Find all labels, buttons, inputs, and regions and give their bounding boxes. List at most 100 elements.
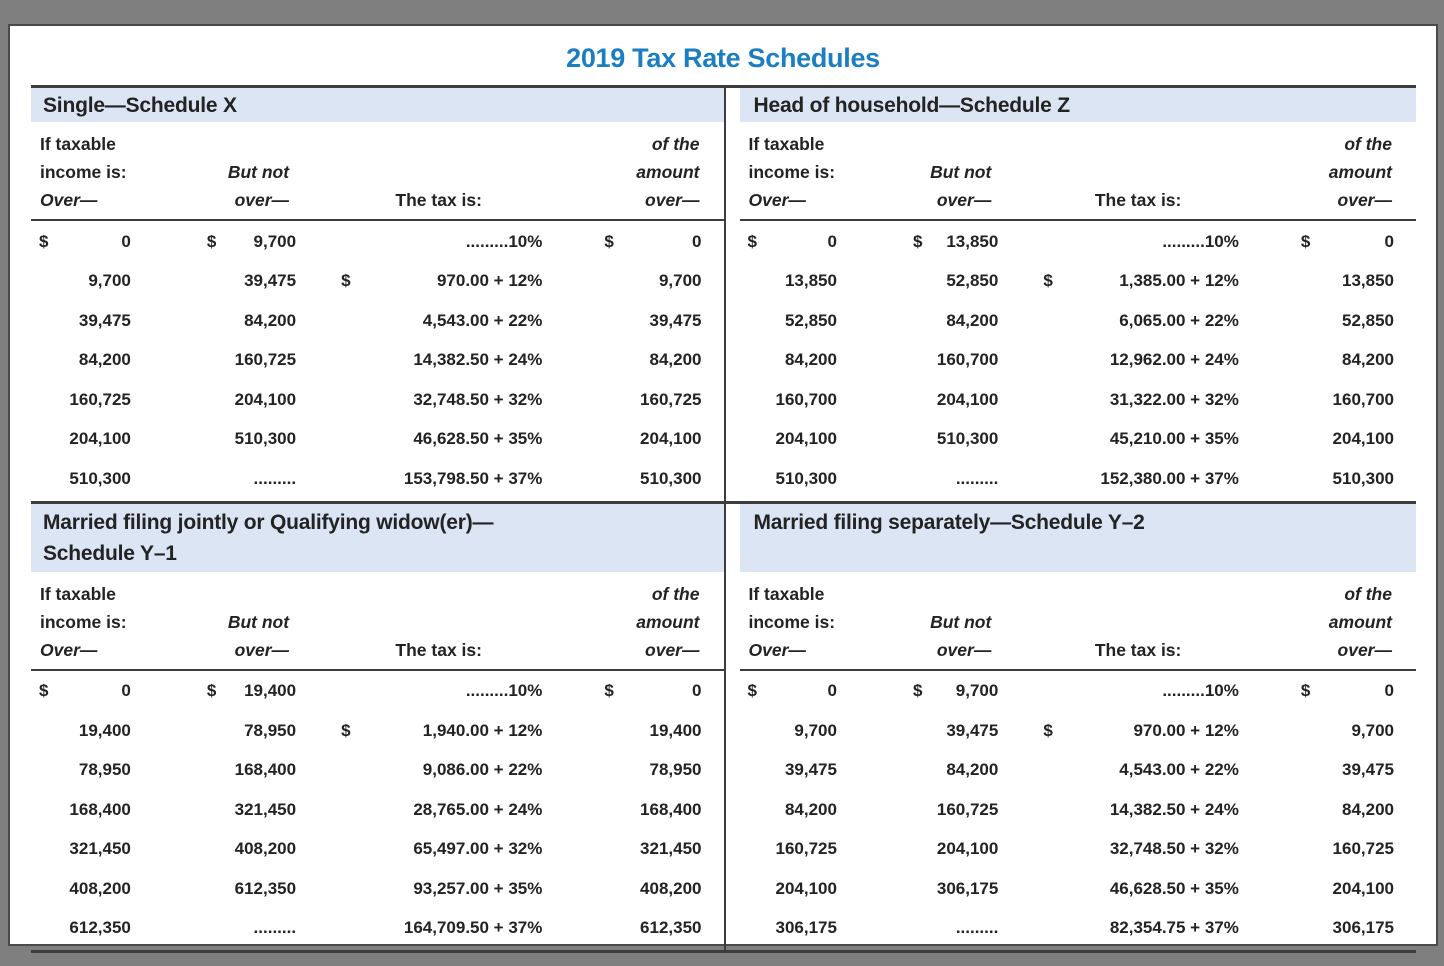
header-if-taxable-income: If taxable income is: Over— [740, 130, 841, 214]
bracket-value: 160,725 [775, 839, 837, 859]
bracket-value: 0 [1384, 231, 1394, 251]
bracket-value: .........10% [465, 681, 543, 701]
schedule-single: Single—Schedule X If taxable income is: … [31, 88, 724, 501]
tax-bracket-row: $0 $19,400 .........10% $0 [31, 672, 724, 712]
column-headers: If taxable income is: Over— But not over… [739, 572, 1416, 671]
header-income-label: If taxable income is: [40, 583, 127, 632]
bracket-cell: 39,475 [841, 721, 1003, 741]
bracket-cell: 84,200 [31, 350, 135, 370]
bracket-value: 510,300 [69, 468, 131, 488]
bracket-value: 9,700 [794, 720, 837, 740]
bracket-cell: 19,400 [550, 721, 723, 741]
bracket-value: 93,257.00 + 35% [413, 878, 543, 898]
bracket-cell: 408,200 [31, 879, 135, 899]
bracket-cell: 510,300 [1247, 469, 1416, 489]
dollar-sign: $ [341, 720, 351, 740]
bracket-cell: 39,475 [550, 311, 723, 331]
bracket-cell: $970.00 + 12% [1003, 721, 1247, 741]
bracket-cell: 9,700 [550, 271, 723, 291]
bracket-value: 19,400 [649, 720, 702, 740]
document-page: 2019 Tax Rate Schedules Single—Schedule … [8, 24, 1438, 953]
bracket-value: 970.00 + 12% [436, 271, 543, 291]
bracket-value: 9,086.00 + 22% [422, 760, 543, 780]
header-but-not-over: But not over— [930, 611, 992, 660]
bracket-cell: 612,350 [550, 918, 723, 938]
dollar-sign: $ [912, 681, 923, 701]
bracket-value: 32,748.50 + 32% [1109, 839, 1239, 859]
bracket-cell: 9,086.00 + 22% [301, 760, 550, 780]
tax-bracket-row: 160,725 204,100 32,748.50 + 32% 160,725 [740, 830, 1417, 870]
bracket-value: 9,700 [253, 231, 297, 251]
bracket-cell: $0 [1247, 232, 1416, 252]
bracket-cell: $970.00 + 12% [301, 271, 550, 291]
bracket-rows: $0 $9,700 .........10% $0 9,700 39,475 $970.00… [740, 671, 1417, 951]
bracket-cell: 39,475 [135, 271, 301, 291]
tax-bracket-row: 9,700 39,475 $970.00 + 12% 9,700 [31, 262, 724, 302]
bracket-value: 160,725 [640, 389, 702, 409]
bracket-value: 84,200 [946, 310, 999, 330]
bracket-value: 84,200 [784, 799, 837, 819]
bracket-value: 12,962.00 + 24% [1109, 350, 1239, 370]
bracket-value: 78,950 [649, 760, 702, 780]
schedule-grid: Single—Schedule X If taxable income is: … [31, 88, 1416, 950]
bracket-cell: $9,700 [135, 232, 301, 252]
bracket-value: 14,382.50 + 24% [1109, 799, 1239, 819]
bracket-value: 1,385.00 + 12% [1119, 271, 1239, 291]
bracket-cell: $0 [550, 232, 723, 252]
bracket-value: 65,497.00 + 32% [413, 839, 543, 859]
bracket-value: 153,798.50 + 37% [403, 468, 543, 488]
column-headers: If taxable income is: Over— But not over… [31, 572, 724, 671]
bracket-value: 204,100 [1332, 429, 1394, 449]
bracket-cell: 32,748.50 + 32% [301, 390, 550, 410]
bracket-value: 78,950 [78, 760, 131, 780]
bracket-cell: $0 [740, 232, 841, 252]
bracket-cell: ......... [135, 469, 301, 489]
header-if-taxable-income: If taxable income is: Over— [31, 130, 135, 214]
dollar-sign: $ [1300, 231, 1311, 251]
bracket-value: 9,700 [88, 271, 131, 291]
schedule-title-band: Head of household—Schedule Z [739, 88, 1416, 122]
bracket-value: 510,300 [775, 468, 837, 488]
bracket-cell: 52,850 [740, 311, 841, 331]
header-if-taxable-income: If taxable income is: Over— [740, 580, 841, 664]
bracket-rows: $0 $13,850 .........10% $0 13,850 52,850 $1,38… [740, 221, 1417, 501]
bracket-value: 612,350 [234, 878, 297, 898]
dollar-sign: $ [341, 271, 351, 291]
bracket-cell: 164,709.50 + 37% [301, 918, 550, 938]
bracket-cell: 52,850 [841, 271, 1003, 291]
bracket-value: ......... [253, 918, 297, 938]
column-headers: If taxable income is: Over— But not over… [739, 122, 1416, 221]
tax-bracket-row: 204,100 510,300 46,628.50 + 35% 204,100 [31, 420, 724, 460]
bracket-cell: 612,350 [31, 918, 135, 938]
bracket-cell: 168,400 [550, 800, 723, 820]
bracket-value: 84,200 [784, 350, 837, 370]
bracket-cell: 45,210.00 + 35% [1003, 429, 1247, 449]
bracket-value: 510,300 [936, 429, 999, 449]
bracket-cell: 14,382.50 + 24% [1003, 800, 1247, 820]
dollar-sign: $ [1043, 720, 1053, 740]
bracket-value: 152,380.00 + 37% [1100, 468, 1239, 488]
bracket-cell: .........10% [301, 681, 550, 701]
bracket-cell: 510,300 [31, 469, 135, 489]
bracket-value: 46,628.50 + 35% [413, 429, 543, 449]
bracket-cell: 84,200 [135, 311, 301, 331]
bracket-cell: 204,100 [1247, 879, 1416, 899]
bracket-value: 204,100 [234, 389, 297, 409]
bracket-value: 510,300 [640, 468, 702, 488]
bracket-value: 13,850 [946, 231, 999, 251]
bracket-cell: 160,725 [135, 350, 301, 370]
bracket-cell: 14,382.50 + 24% [301, 350, 550, 370]
bracket-cell: 160,700 [740, 390, 841, 410]
header-income-label: If taxable income is: [40, 134, 127, 182]
bracket-cell: 160,700 [841, 350, 1003, 370]
schedule-title-band: Married filing separately—Schedule Y–2 [739, 503, 1416, 572]
bracket-cell: ......... [841, 918, 1003, 938]
tax-bracket-row: 321,450 408,200 65,497.00 + 32% 321,450 [31, 830, 724, 870]
bracket-value: 510,300 [234, 429, 297, 449]
bracket-value: 204,100 [775, 429, 837, 449]
bracket-cell: 204,100 [1247, 429, 1416, 449]
bracket-cell: 84,200 [841, 311, 1003, 331]
bracket-cell: 28,765.00 + 24% [301, 800, 550, 820]
bracket-cell: 84,200 [841, 760, 1003, 780]
